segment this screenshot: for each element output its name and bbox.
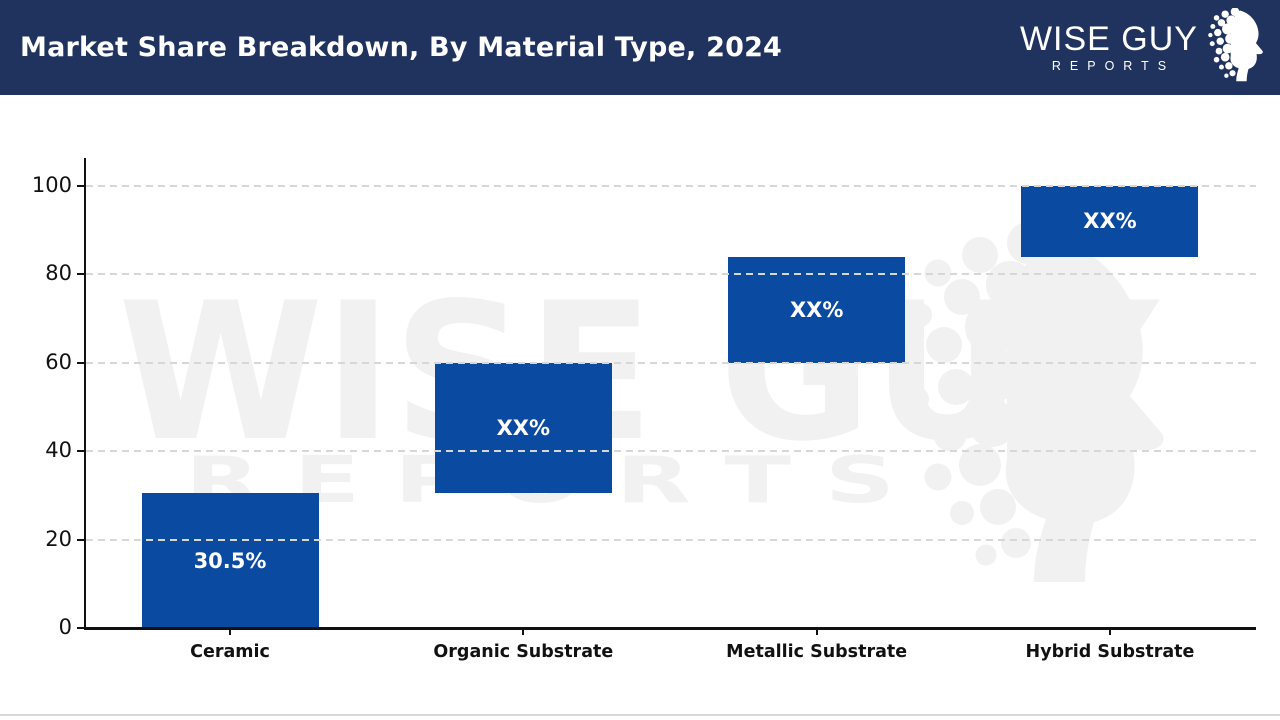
bar-segment: 30.5% — [141, 493, 319, 628]
y-tick-mark — [77, 627, 84, 629]
y-tick-mark — [77, 185, 84, 187]
bar-segment: XX% — [1021, 186, 1199, 257]
logo-wiseguy-label: WISE GUY — [1019, 20, 1198, 59]
y-tick-label: 60 — [45, 349, 72, 374]
y-tick-mark — [77, 273, 84, 276]
x-tick-label: Organic Substrate — [433, 642, 614, 662]
gridline — [86, 361, 1256, 364]
x-tick-mark — [1108, 628, 1111, 635]
gridline — [86, 185, 1256, 187]
footer-divider — [0, 714, 1280, 716]
y-tick-label: 40 — [45, 438, 72, 463]
bar-segment: XX% — [434, 362, 612, 494]
bar-value-label: XX% — [496, 415, 551, 440]
y-tick-label: 20 — [45, 526, 72, 551]
x-axis-line — [84, 627, 1256, 630]
gridline — [86, 273, 1256, 276]
y-tick-mark — [77, 361, 84, 364]
y-tick-label: 0 — [58, 615, 72, 639]
chart-title: Market Share Breakdown, By Material Type… — [20, 32, 783, 63]
y-tick-mark — [77, 450, 84, 453]
x-tick-label: Metallic Substrate — [726, 642, 908, 662]
gridline — [86, 538, 1256, 541]
logo-head-icon — [1208, 7, 1263, 81]
x-tick-mark — [815, 628, 818, 635]
header-bar: Market Share Breakdown, By Material Type… — [0, 0, 1280, 95]
y-tick-mark — [77, 538, 84, 541]
y-tick-label: 100 — [31, 173, 72, 197]
x-tick-mark — [229, 628, 231, 635]
bar-value-label: XX% — [1083, 209, 1137, 234]
logo-reports-label: REPORTS — [1051, 59, 1176, 74]
y-axis-line — [84, 158, 86, 630]
y-tick-label: 80 — [45, 261, 72, 286]
wise-guy-reports-logo: WISE GUY REPORTS — [1020, 7, 1266, 88]
x-tick-mark — [522, 628, 525, 635]
bar-value-label: 30.5% — [193, 548, 267, 573]
logo-text: WISE GUY REPORTS — [1020, 22, 1198, 73]
gridline — [86, 450, 1256, 453]
x-tick-label: Hybrid Substrate — [1025, 642, 1195, 662]
bar-value-label: XX% — [789, 297, 844, 322]
x-tick-label: Ceramic — [190, 642, 270, 662]
